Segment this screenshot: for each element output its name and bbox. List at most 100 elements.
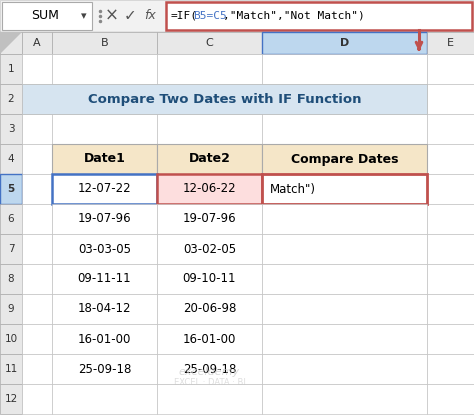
Bar bbox=[22, 354, 52, 384]
Text: fx: fx bbox=[144, 10, 156, 22]
Text: ,"Match","Not Match"): ,"Match","Not Match") bbox=[223, 11, 365, 21]
Text: exceldemy: exceldemy bbox=[179, 367, 240, 377]
Text: 2: 2 bbox=[8, 94, 14, 104]
Bar bbox=[427, 144, 474, 174]
Text: ▾: ▾ bbox=[81, 11, 87, 21]
Bar bbox=[262, 54, 427, 84]
Text: EXCEL · DATA · BI: EXCEL · DATA · BI bbox=[173, 378, 246, 386]
Bar bbox=[427, 234, 474, 264]
Bar bbox=[22, 84, 427, 114]
Bar bbox=[157, 144, 262, 174]
Bar bbox=[157, 234, 262, 264]
Bar bbox=[427, 354, 474, 384]
Text: =IF(: =IF( bbox=[171, 11, 198, 21]
Bar bbox=[52, 324, 157, 354]
Bar bbox=[157, 114, 262, 144]
Bar bbox=[0, 324, 22, 354]
Bar bbox=[262, 144, 427, 174]
Bar bbox=[52, 384, 157, 414]
Text: 3: 3 bbox=[8, 124, 14, 134]
Bar bbox=[157, 354, 262, 384]
Bar bbox=[157, 324, 262, 354]
Bar bbox=[52, 204, 157, 234]
Bar bbox=[22, 294, 52, 324]
Bar bbox=[157, 144, 262, 174]
Text: Date2: Date2 bbox=[189, 152, 230, 166]
Bar bbox=[157, 324, 262, 354]
Bar bbox=[0, 384, 22, 414]
Bar bbox=[52, 144, 157, 174]
Bar bbox=[262, 84, 427, 114]
Text: SUM: SUM bbox=[31, 10, 59, 22]
Bar bbox=[427, 294, 474, 324]
Bar bbox=[52, 84, 157, 114]
Text: 16-01-00: 16-01-00 bbox=[78, 332, 131, 346]
Text: 9: 9 bbox=[8, 304, 14, 314]
Bar bbox=[262, 174, 427, 204]
Bar bbox=[0, 32, 22, 54]
Bar bbox=[22, 32, 52, 54]
Bar bbox=[262, 234, 427, 264]
Bar bbox=[262, 384, 427, 414]
Text: 6: 6 bbox=[8, 214, 14, 224]
Text: 12: 12 bbox=[4, 394, 18, 404]
Text: 10: 10 bbox=[4, 334, 18, 344]
Bar bbox=[52, 264, 157, 294]
Text: 16-01-00: 16-01-00 bbox=[183, 332, 236, 346]
Bar bbox=[262, 354, 427, 384]
Text: 09-11-11: 09-11-11 bbox=[78, 273, 131, 286]
Bar bbox=[52, 174, 157, 204]
Bar bbox=[157, 84, 262, 114]
Text: 19-07-96: 19-07-96 bbox=[78, 212, 131, 225]
Text: Compare Dates: Compare Dates bbox=[291, 152, 398, 166]
Bar bbox=[22, 114, 52, 144]
Bar bbox=[22, 234, 52, 264]
Bar bbox=[262, 264, 427, 294]
Bar bbox=[0, 204, 22, 234]
Text: D: D bbox=[340, 38, 349, 48]
Bar bbox=[427, 264, 474, 294]
Bar bbox=[0, 234, 22, 264]
Text: 19-07-96: 19-07-96 bbox=[182, 212, 237, 225]
Bar bbox=[22, 324, 52, 354]
Bar bbox=[427, 384, 474, 414]
Bar bbox=[262, 294, 427, 324]
Bar bbox=[0, 54, 22, 84]
Bar bbox=[157, 264, 262, 294]
Bar bbox=[22, 54, 52, 84]
Bar bbox=[2, 2, 92, 30]
Bar bbox=[262, 324, 427, 354]
Text: Date1: Date1 bbox=[83, 152, 126, 166]
Bar bbox=[22, 174, 52, 204]
Bar bbox=[427, 32, 474, 54]
Text: B: B bbox=[100, 38, 109, 48]
Text: 20-06-98: 20-06-98 bbox=[183, 303, 236, 315]
Bar bbox=[52, 144, 157, 174]
Text: ✓: ✓ bbox=[124, 8, 137, 24]
Bar bbox=[52, 234, 157, 264]
Bar bbox=[52, 204, 157, 234]
Bar bbox=[157, 294, 262, 324]
Bar bbox=[262, 354, 427, 384]
Bar bbox=[52, 174, 157, 204]
Bar bbox=[262, 324, 427, 354]
Bar bbox=[52, 114, 157, 144]
Bar bbox=[52, 294, 157, 324]
Bar bbox=[427, 84, 474, 114]
Bar bbox=[157, 32, 262, 54]
Bar bbox=[0, 32, 474, 54]
Bar bbox=[157, 204, 262, 234]
Polygon shape bbox=[0, 32, 22, 54]
Bar bbox=[0, 0, 474, 32]
Bar bbox=[157, 384, 262, 414]
Bar bbox=[157, 204, 262, 234]
Text: B5=C5: B5=C5 bbox=[193, 11, 227, 21]
Bar bbox=[262, 32, 427, 54]
Text: 09-10-11: 09-10-11 bbox=[183, 273, 236, 286]
Bar bbox=[0, 114, 22, 144]
Bar bbox=[262, 204, 427, 234]
Text: C: C bbox=[206, 38, 213, 48]
Text: 7: 7 bbox=[8, 244, 14, 254]
Text: 25-09-18: 25-09-18 bbox=[183, 362, 236, 376]
Text: A: A bbox=[33, 38, 41, 48]
